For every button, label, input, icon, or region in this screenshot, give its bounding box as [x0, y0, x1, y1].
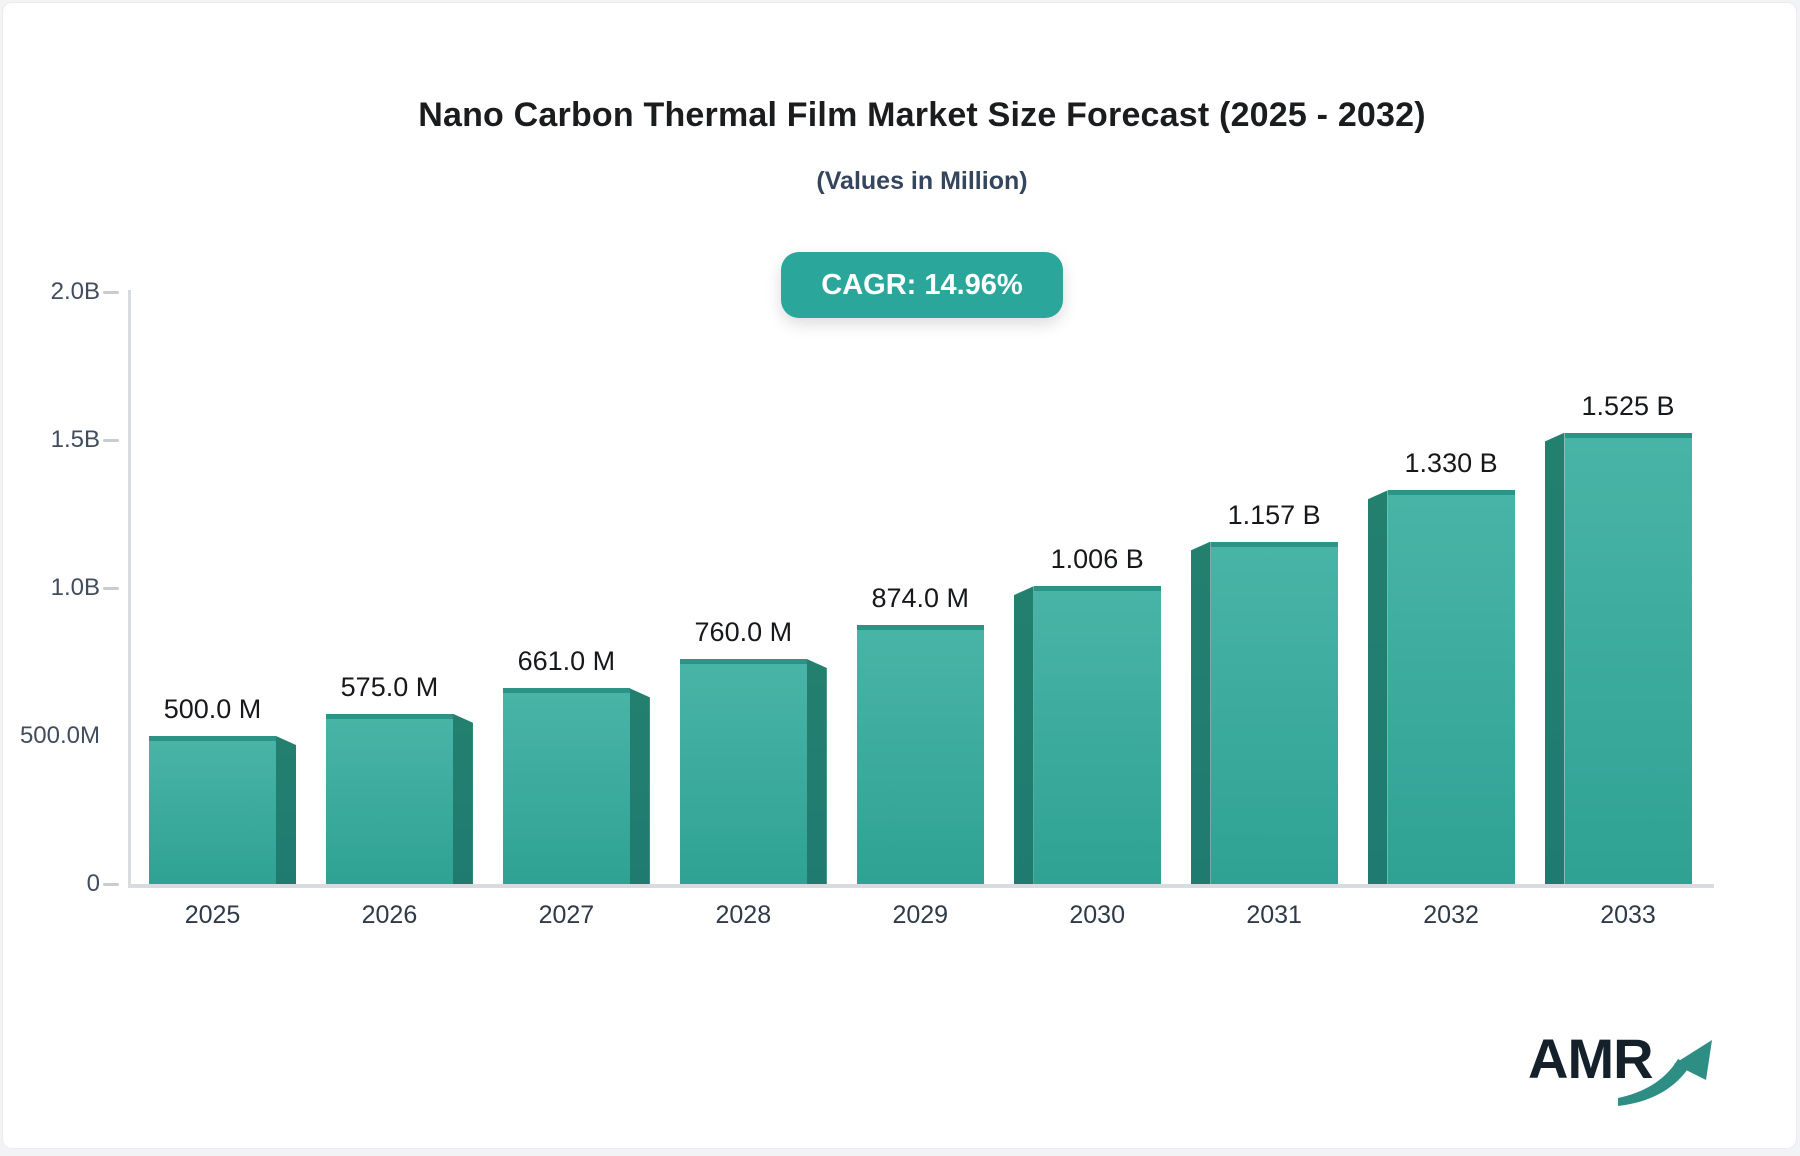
bar-2029: [856, 625, 984, 884]
cagr-badge-wrap: CAGR: 14.96%: [120, 252, 1724, 318]
y-tick-label: 0: [86, 870, 100, 897]
y-tick-label: 2.0B: [50, 278, 100, 305]
bar-side-face: [806, 659, 827, 884]
y-tick-dash: [103, 883, 119, 886]
x-axis-line: [128, 884, 1714, 888]
bar-value-label: 1.157 B: [1227, 499, 1321, 530]
bar-value-label: 1.525 B: [1581, 390, 1675, 421]
x-axis-label-2030: 2030: [1069, 901, 1125, 929]
bar-value-label: 874.0 M: [871, 583, 970, 614]
y-tick-label: 1.0B: [50, 574, 100, 601]
x-axis-label-2031: 2031: [1246, 901, 1302, 929]
bar-side-face: [1544, 432, 1565, 884]
x-axis-label-2025: 2025: [184, 901, 241, 929]
bar-2031: [1210, 541, 1338, 884]
y-tick-label: 1.5B: [50, 426, 100, 453]
x-axis-label-2029: 2029: [892, 901, 949, 929]
growth-arrow-icon: [1618, 1040, 1712, 1106]
bar-value-label: 661.0 M: [517, 646, 616, 677]
chart-subtitle: (Values in Million): [816, 167, 1028, 195]
bar-side-face: [452, 713, 473, 884]
bar-2028: [679, 659, 807, 884]
y-tick-label: 500.0M: [19, 722, 100, 749]
y-tick-dash: [103, 439, 119, 442]
bar-side-face: [629, 688, 650, 884]
bar-2032: [1387, 490, 1515, 884]
y-tick-dash: [103, 587, 119, 590]
bar-side-face: [1190, 541, 1211, 884]
bar-side-face: [1013, 586, 1034, 884]
bar-value-label: 1.330 B: [1404, 448, 1498, 479]
x-axis-label-2028: 2028: [715, 901, 772, 929]
x-axis-label-2027: 2027: [538, 901, 595, 929]
bar-2033: [1564, 432, 1692, 884]
x-axis-label-2033: 2033: [1600, 901, 1656, 929]
bar-value-label: 760.0 M: [694, 617, 793, 648]
y-tick-dash: [103, 291, 119, 294]
bar-2025: [149, 736, 276, 884]
x-axis-label-2026: 2026: [361, 901, 418, 929]
amr-logo-text: AMR: [1528, 1027, 1654, 1090]
x-axis-label-2032: 2032: [1423, 901, 1479, 929]
bar-value-label: 575.0 M: [340, 671, 439, 702]
bar-2027: [502, 688, 630, 884]
bar-value-label: 500.0 M: [163, 694, 262, 724]
bar-2030: [1033, 586, 1161, 884]
bar-value-label: 1.006 B: [1050, 544, 1144, 575]
chart-title: Nano Carbon Thermal Film Market Size For…: [418, 96, 1426, 134]
cagr-badge: CAGR: 14.96%: [781, 252, 1063, 318]
bar-side-face: [1367, 490, 1388, 884]
y-axis-line: [128, 290, 131, 888]
bar-side-face: [276, 736, 296, 884]
bar-2026: [325, 713, 453, 884]
amr-logo: AMR: [1528, 1030, 1718, 1110]
